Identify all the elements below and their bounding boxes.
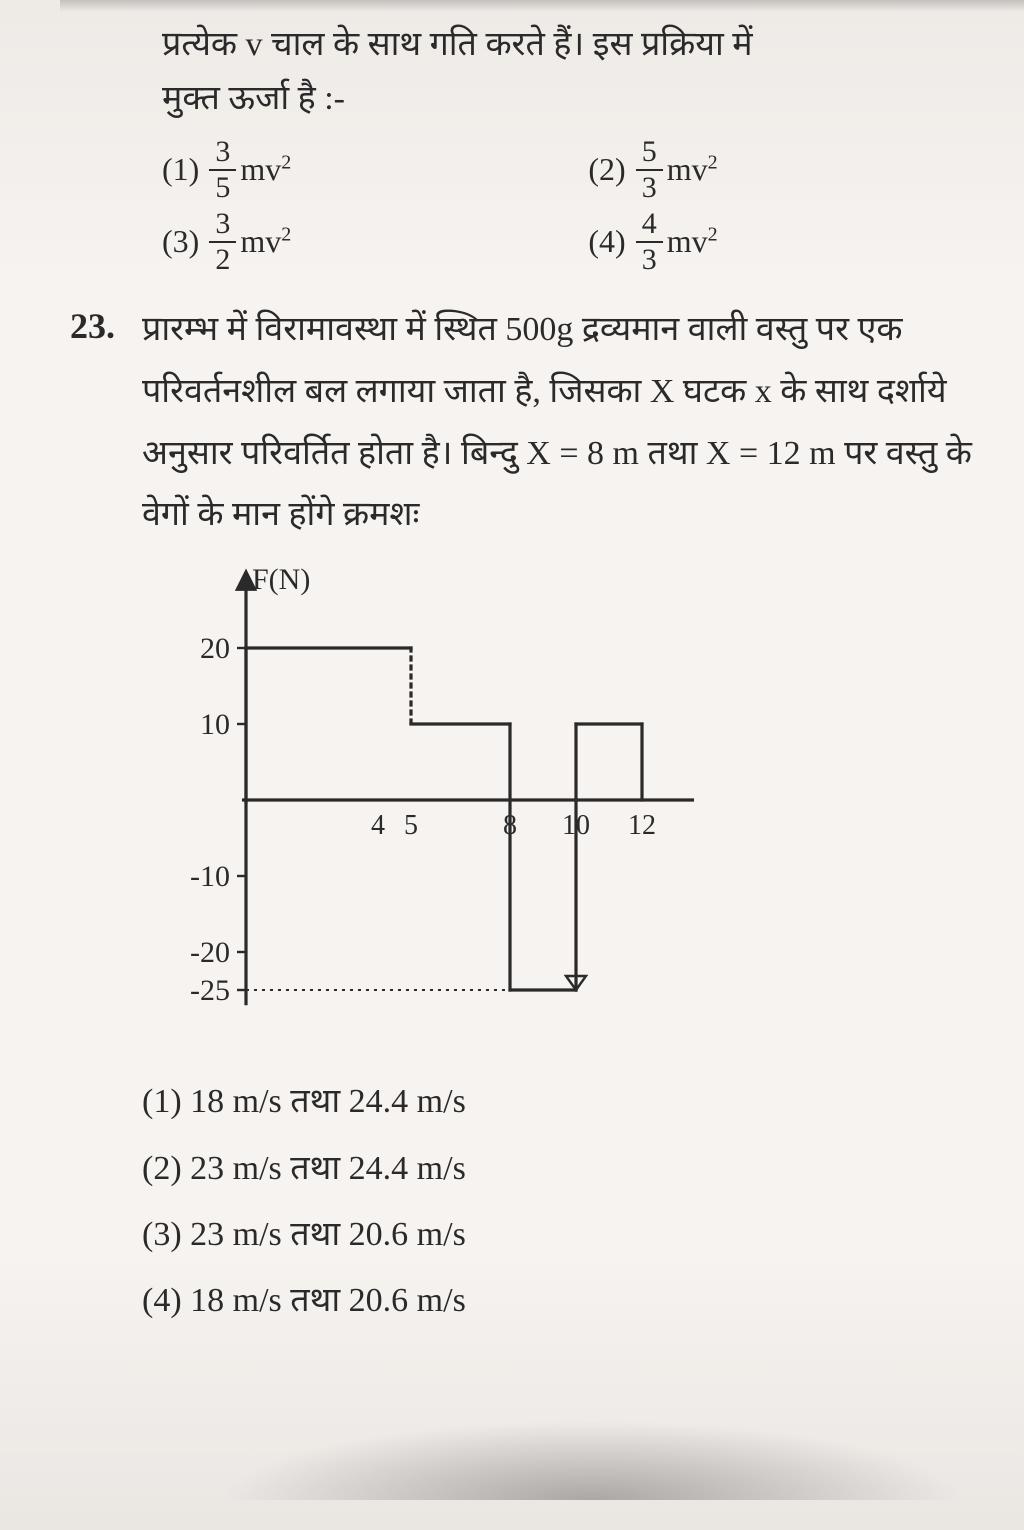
fraction-5-3: 5 3 xyxy=(636,137,663,203)
q23-options: (1) 18 m/s तथा 24.4 m/s (2) 23 m/s तथा 2… xyxy=(142,1069,982,1334)
q23-text: प्रारम्भ में विरामावस्था में स्थित 500g … xyxy=(142,299,982,547)
svg-text:5: 5 xyxy=(404,810,418,841)
q23-number: 23. xyxy=(70,299,142,1335)
q22-opt3-num: (3) xyxy=(162,223,199,260)
q23-opt-4: (4) 18 m/s तथा 20.6 m/s xyxy=(142,1268,982,1334)
mv2: mv2 xyxy=(240,223,291,260)
q22-opt-2: (2) 5 3 mv2 xyxy=(588,137,717,203)
q22-opt2-num: (2) xyxy=(588,151,625,188)
q23-opt-3: (3) 23 m/s तथा 20.6 m/s xyxy=(142,1202,982,1268)
q22-partial: प्रत्येक v चाल के साथ गति करते हैं। इस प… xyxy=(162,18,982,275)
q22-opt-row-1: (1) 3 5 mv2 (2) 5 3 mv2 xyxy=(162,137,982,203)
fraction-4-3: 4 3 xyxy=(636,209,663,275)
svg-text:4: 4 xyxy=(371,810,385,841)
page: प्रत्येक v चाल के साथ गति करते हैं। इस प… xyxy=(0,0,1024,1530)
fraction-3-2: 3 2 xyxy=(209,209,236,275)
mv2: mv2 xyxy=(240,151,291,188)
q23: 23. प्रारम्भ में विरामावस्था में स्थित 5… xyxy=(70,299,982,1335)
svg-text:-25: -25 xyxy=(190,974,230,1007)
q22-opt4-num: (4) xyxy=(588,223,625,260)
force-graph: F(N)x(m)2010-10-20-254581012 xyxy=(134,568,982,1043)
svg-text:F(N): F(N) xyxy=(252,568,310,596)
q23-opt-2: (2) 23 m/s तथा 24.4 m/s xyxy=(142,1136,982,1202)
svg-text:10: 10 xyxy=(200,708,230,741)
mv2: mv2 xyxy=(667,151,718,188)
q22-options: (1) 3 5 mv2 (2) 5 3 mv2 xyxy=(162,137,982,275)
mv2: mv2 xyxy=(667,223,718,260)
top-shadow xyxy=(60,0,1024,12)
fraction-3-5: 3 5 xyxy=(209,137,236,203)
q22-line1: प्रत्येक v चाल के साथ गति करते हैं। इस प… xyxy=(162,18,982,72)
q22-opt-row-2: (3) 3 2 mv2 (4) 4 3 mv2 xyxy=(162,209,982,275)
q22-opt1-num: (1) xyxy=(162,151,199,188)
svg-text:12: 12 xyxy=(628,810,656,841)
svg-text:20: 20 xyxy=(200,632,230,665)
q23-opt-1: (1) 18 m/s तथा 24.4 m/s xyxy=(142,1069,982,1135)
svg-text:-20: -20 xyxy=(190,936,230,969)
q22-opt-3: (3) 3 2 mv2 xyxy=(162,209,588,275)
q22-opt-4: (4) 4 3 mv2 xyxy=(588,209,717,275)
bottom-shadow xyxy=(220,1420,964,1500)
q22-opt-1: (1) 3 5 mv2 xyxy=(162,137,588,203)
svg-text:-10: -10 xyxy=(190,860,230,893)
q22-line2: मुक्त ऊर्जा है :- xyxy=(162,72,982,126)
force-graph-svg: F(N)x(m)2010-10-20-254581012 xyxy=(134,568,694,1038)
q23-body: प्रारम्भ में विरामावस्था में स्थित 500g … xyxy=(142,299,982,1335)
